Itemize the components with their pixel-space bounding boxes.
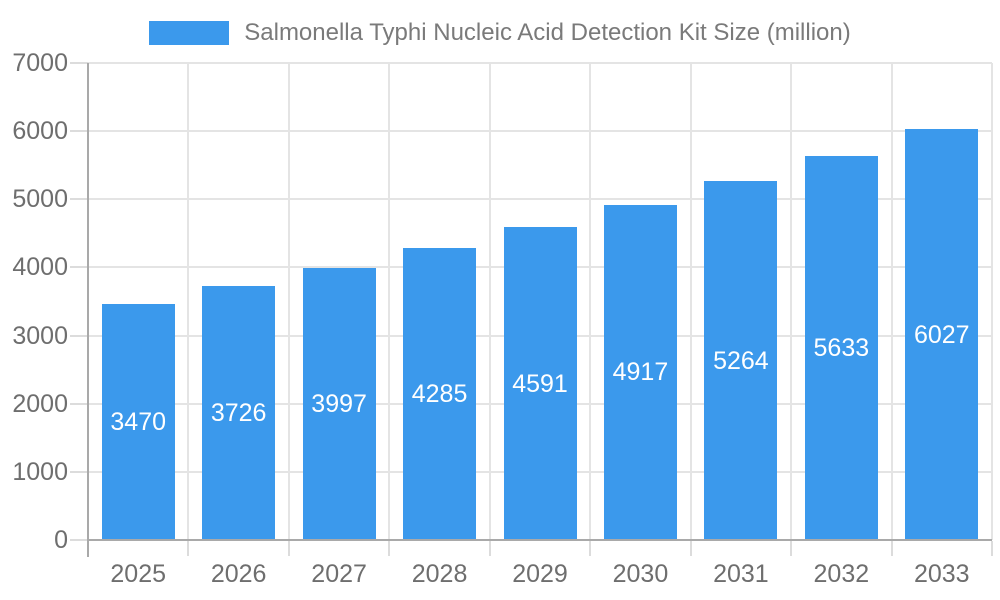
gridline-vertical (890, 63, 893, 540)
bar-2033[interactable] (905, 129, 979, 540)
bar-value-label: 6027 (913, 320, 970, 349)
x-axis-line (88, 539, 992, 541)
y-axis-tick-label: 7000 (12, 49, 68, 77)
legend-label: Salmonella Typhi Nucleic Acid Detection … (244, 19, 851, 46)
x-axis-tick-label: 2031 (713, 560, 769, 588)
bar-value-label: 3470 (110, 407, 167, 436)
y-axis-tick (70, 62, 88, 64)
x-axis-tick (890, 541, 893, 556)
bar-value-label: 4917 (612, 358, 669, 387)
bar-2032[interactable] (804, 156, 878, 540)
y-axis-tick (70, 198, 88, 201)
bar-value-label: 5264 (713, 346, 769, 375)
gridline-horizontal (88, 130, 992, 133)
gridline-vertical (790, 63, 793, 540)
y-axis-tick-label: 1000 (12, 457, 68, 486)
x-axis-tick-label: 2025 (110, 560, 167, 588)
bar-value-label: 4591 (512, 369, 568, 398)
bar-2027[interactable] (302, 267, 376, 540)
y-axis-tick-label: 2000 (12, 389, 68, 418)
gridline-horizontal (88, 198, 992, 201)
chart-legend[interactable]: Salmonella Typhi Nucleic Acid Detection … (0, 19, 1000, 47)
gridline-vertical (388, 63, 391, 540)
bar-2028[interactable] (403, 248, 477, 540)
y-axis-tick (70, 334, 88, 337)
bar-2025[interactable] (101, 303, 175, 540)
x-axis-tick (589, 541, 592, 556)
x-axis-tick (187, 541, 190, 556)
x-axis-tick (991, 541, 993, 556)
x-axis-tick (388, 541, 391, 556)
x-axis-tick (790, 541, 793, 556)
y-axis-tick-label: 0 (54, 526, 68, 554)
y-axis-tick-label: 4000 (12, 253, 68, 282)
y-axis-tick (70, 539, 88, 541)
bar-2030[interactable] (603, 204, 677, 540)
x-axis-tick (488, 541, 491, 556)
legend-swatch[interactable] (149, 21, 230, 45)
x-axis-tick (689, 541, 692, 556)
y-axis-line (87, 63, 89, 557)
gridline-vertical (689, 63, 692, 540)
bar-value-label: 5633 (813, 334, 870, 363)
gridline-vertical (187, 63, 190, 540)
y-axis-tick (70, 470, 88, 473)
bar-value-label: 4285 (411, 380, 468, 408)
bar-value-label: 3997 (311, 389, 367, 418)
gridline-vertical (287, 63, 290, 540)
x-axis-tick-label: 2027 (311, 560, 367, 588)
x-axis-tick-label: 2030 (612, 560, 669, 588)
gridline-vertical (488, 63, 491, 540)
gridline-vertical (991, 63, 993, 540)
y-axis-tick-label: 6000 (12, 117, 68, 146)
x-axis-tick-label: 2026 (210, 560, 267, 588)
y-axis-tick (70, 266, 88, 269)
y-axis-tick (70, 130, 88, 133)
x-axis-tick-label: 2028 (411, 560, 468, 588)
bar-2026[interactable] (202, 286, 276, 540)
x-axis-tick-label: 2029 (512, 560, 568, 588)
x-axis-tick (287, 541, 290, 556)
plot-area: 3470 3726 3997 4285 4591 4917 5264 5633 6027 (88, 62, 993, 540)
y-axis-tick-label: 3000 (12, 321, 68, 350)
bar-2029[interactable] (503, 227, 577, 540)
y-axis-tick-label: 5000 (12, 185, 68, 214)
bar-value-label: 3726 (210, 399, 267, 428)
gridline-horizontal (88, 62, 992, 64)
x-axis-tick-label: 2033 (913, 560, 970, 588)
gridline-vertical (589, 63, 592, 540)
bar-2031[interactable] (704, 181, 778, 540)
x-axis-tick-label: 2032 (813, 560, 870, 588)
y-axis-tick (70, 402, 88, 405)
